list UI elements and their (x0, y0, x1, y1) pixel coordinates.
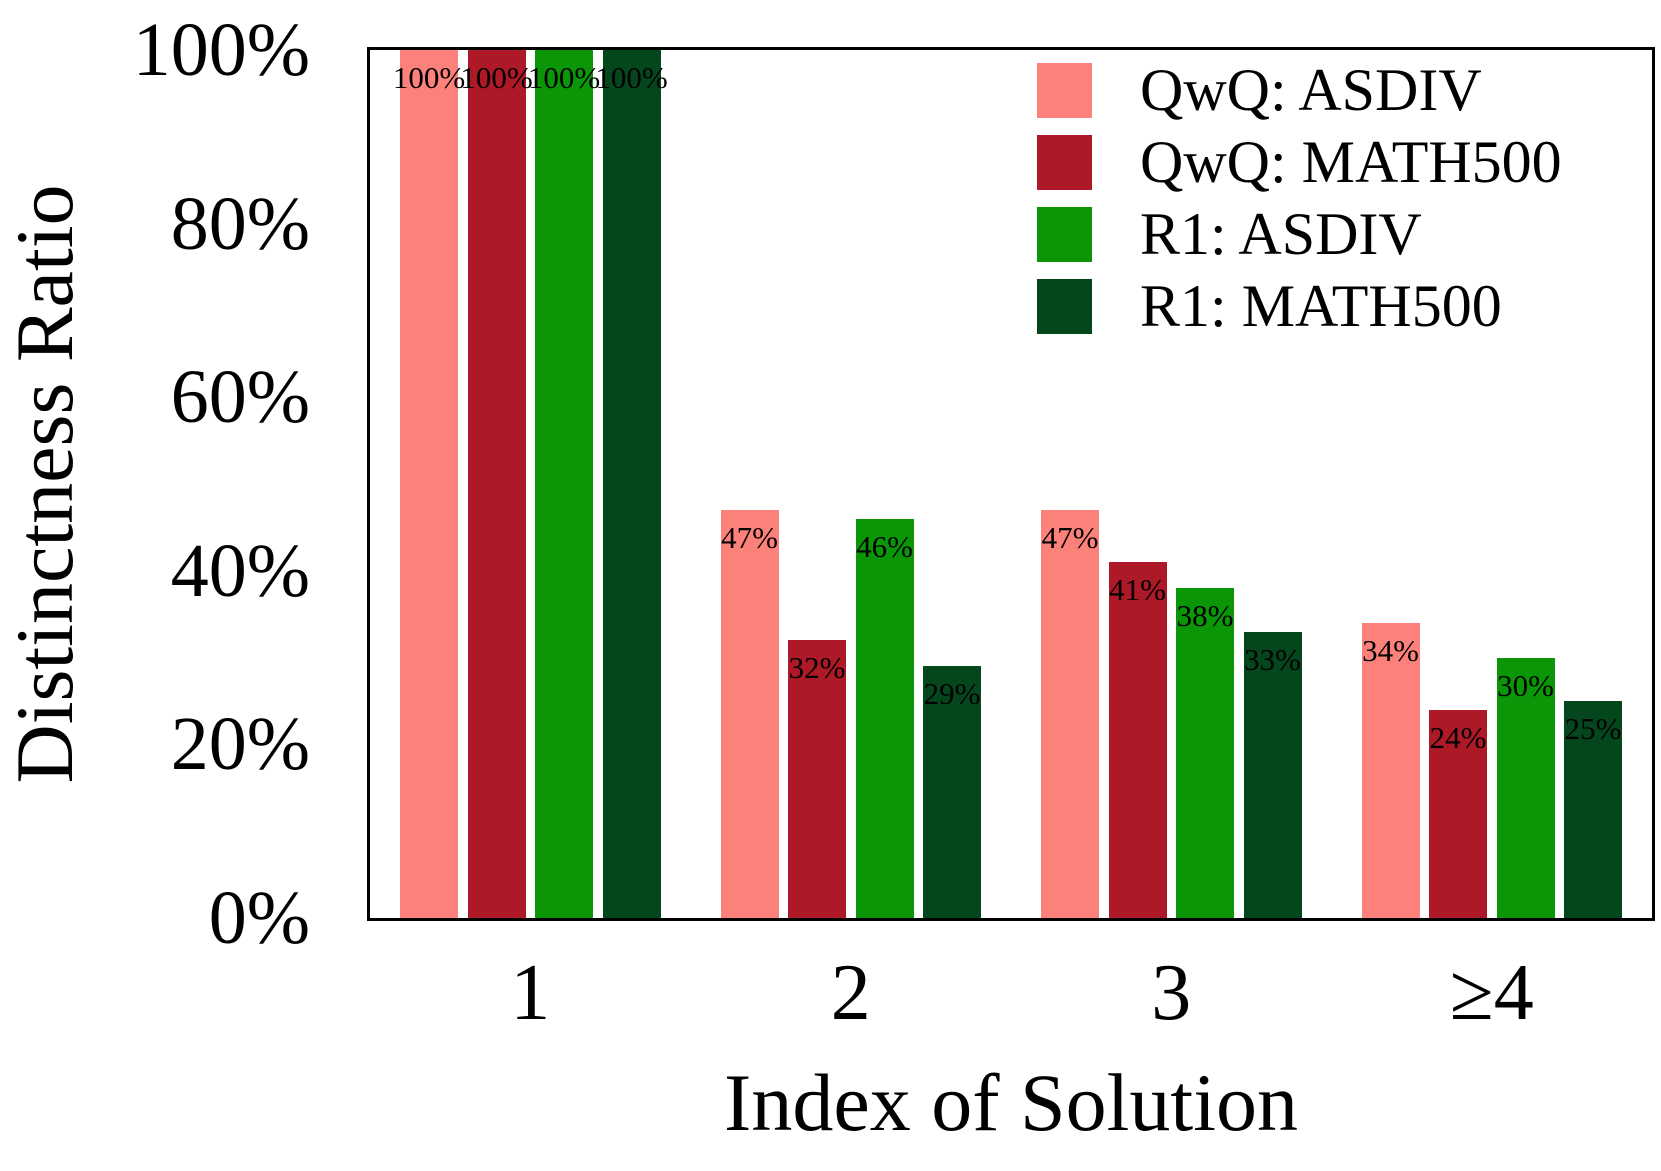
bar-value-label: 100% (460, 60, 533, 95)
bar (1361, 622, 1420, 918)
bar (1564, 701, 1622, 918)
legend-swatch (1037, 63, 1092, 118)
bar (720, 510, 779, 918)
bar (1243, 631, 1302, 918)
legend-swatch (1037, 207, 1092, 262)
bar-value-label: 46% (856, 528, 913, 564)
bar (602, 50, 661, 918)
x-tick-label: 2 (830, 949, 871, 1037)
y-tick-label: 0% (208, 876, 310, 960)
bar-value-label: 32% (788, 650, 846, 686)
x-tick-label: ≥4 (1449, 949, 1534, 1037)
y-tick-label: 100% (132, 8, 310, 92)
bar (535, 50, 593, 918)
bar-value-label: 41% (1109, 572, 1166, 608)
bar (1429, 709, 1487, 918)
x-tick-label: 3 (1151, 949, 1192, 1037)
legend-swatch (1037, 135, 1092, 190)
bar-value-label: 25% (1564, 711, 1622, 746)
legend-swatch (1037, 279, 1092, 334)
y-axis-label: Distinctness Ratio (0, 184, 90, 784)
bar-value-label: 29% (923, 676, 981, 712)
y-tick-label: 20% (170, 702, 310, 787)
legend-label: R1: MATH500 (1140, 273, 1502, 339)
bar-value-label: 38% (1176, 598, 1234, 634)
bar-value-label: 47% (721, 520, 778, 556)
legend-label: R1: ASDIV (1140, 201, 1422, 267)
bar-value-label: 30% (1497, 667, 1554, 703)
x-axis-label: Index of Solution (724, 1057, 1298, 1148)
bar-value-label: 34% (1362, 632, 1419, 668)
bar (1041, 510, 1099, 918)
y-tick-label: 80% (170, 181, 310, 266)
bar (400, 50, 458, 918)
bar (855, 518, 914, 918)
bar (467, 50, 526, 918)
bar (788, 640, 846, 918)
legend-label: QwQ: MATH500 (1140, 129, 1562, 195)
legend-label: QwQ: ASDIV (1140, 57, 1482, 123)
y-tick-label: 60% (170, 355, 310, 440)
bar (1108, 562, 1167, 918)
bar-value-label: 47% (1041, 520, 1099, 556)
y-tick-label: 40% (170, 528, 310, 613)
bar-value-label: 100% (527, 60, 601, 95)
x-tick-label: 1 (510, 949, 551, 1037)
bar-value-label: 24% (1429, 719, 1487, 755)
bar (1496, 657, 1555, 918)
bar-value-label: 100% (595, 60, 668, 95)
bar (923, 666, 981, 918)
bar-value-label: 33% (1244, 641, 1301, 677)
bar (1176, 588, 1234, 918)
bar-value-label: 100% (392, 60, 466, 95)
